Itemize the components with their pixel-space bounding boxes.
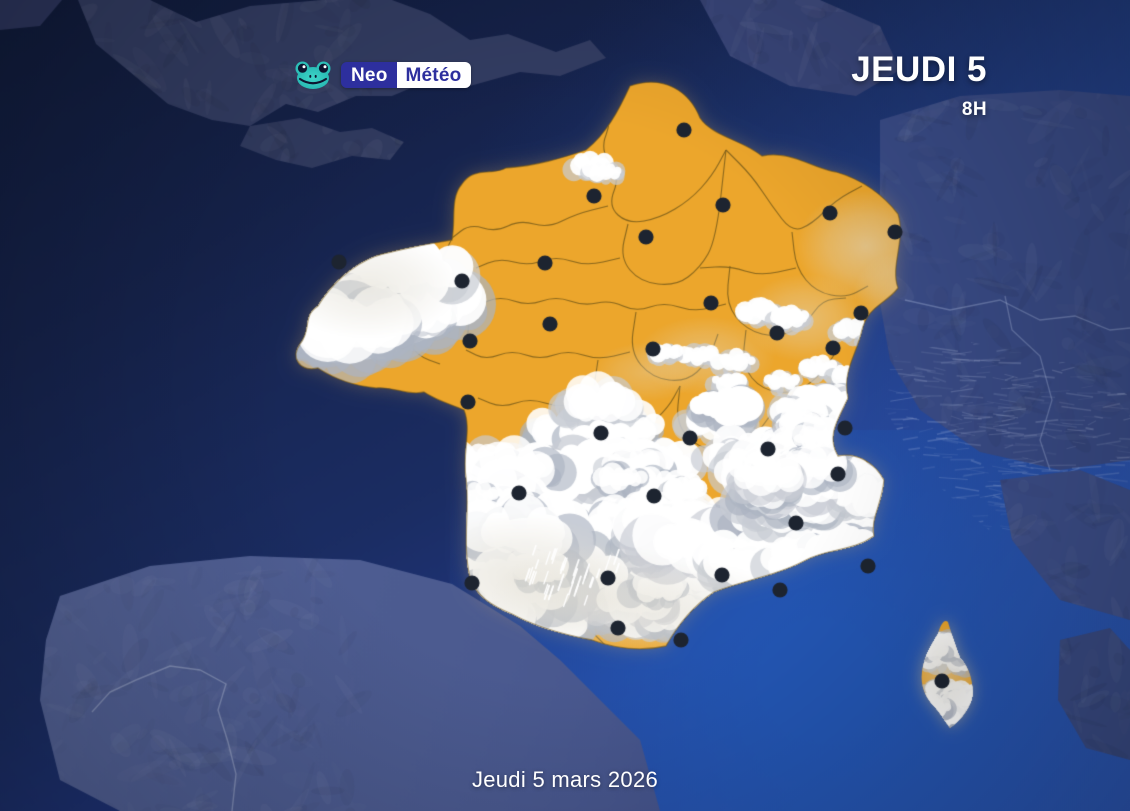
frog-mascot-icon (295, 61, 331, 89)
forecast-headline: JEUDI 5 8H (851, 50, 987, 121)
brand-logo[interactable]: Neo Météo (291, 60, 472, 90)
brand-name-primary: Neo (341, 62, 397, 88)
forecast-day-label: JEUDI 5 (851, 50, 987, 89)
forecast-hour-label: 8H (961, 98, 987, 120)
brand-name-pill: Neo Météo (341, 62, 472, 88)
forecast-date-caption: Jeudi 5 mars 2026 (471, 767, 659, 792)
brand-name-secondary: Météo (396, 62, 472, 88)
